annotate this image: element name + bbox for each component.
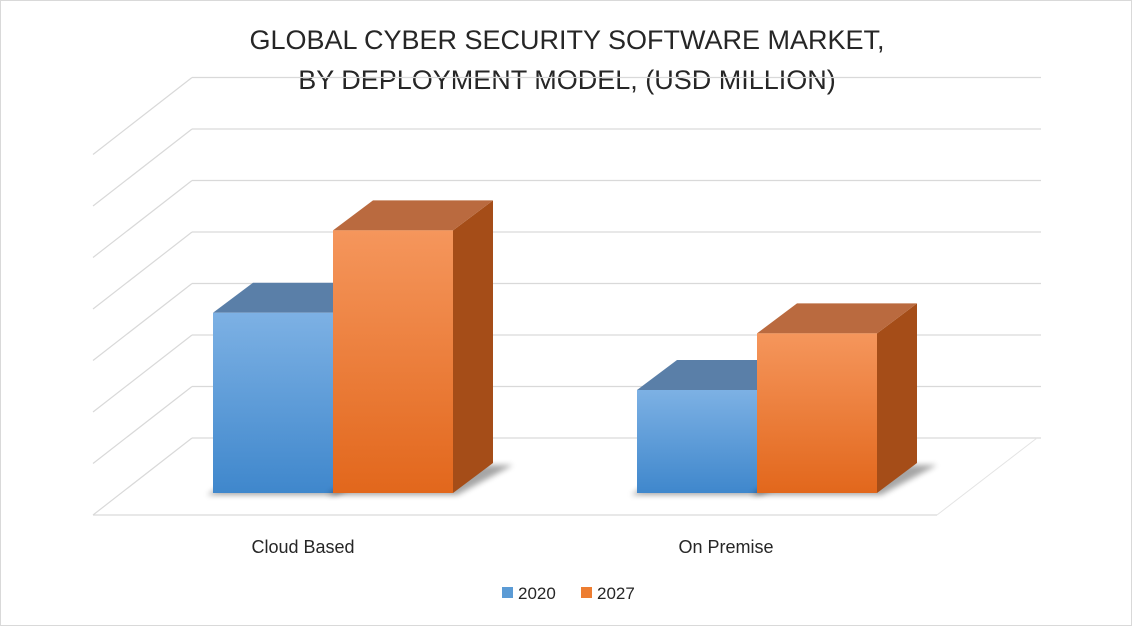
bar-front-cloud-based-2020 — [213, 312, 333, 493]
legend-label-2020: 2020 — [518, 584, 556, 603]
gridline-side-4 — [92, 231, 193, 310]
gridline-side-6 — [92, 128, 193, 207]
category-axis-labels: Cloud Based On Premise — [251, 537, 773, 557]
gridline-side-7 — [92, 77, 193, 155]
legend-label-2027: 2027 — [597, 584, 635, 603]
chart-title: GLOBAL CYBER SECURITY SOFTWARE MARKET, B… — [249, 25, 884, 95]
gridline-side-3 — [92, 283, 193, 361]
bar-side-on-premise-2027 — [877, 303, 917, 493]
legend-swatch-2027 — [581, 587, 592, 598]
bar-top-cloud-based-2027 — [333, 200, 493, 231]
bar-front-on-premise-2027 — [757, 333, 877, 493]
bar-side-cloud-based-2027 — [453, 200, 493, 493]
bar-front-cloud-based-2027 — [333, 230, 453, 493]
chart-title-line-1: GLOBAL CYBER SECURITY SOFTWARE MARKET, — [249, 25, 884, 55]
bar-top-on-premise-2027 — [757, 303, 917, 334]
gridline-side-2 — [92, 334, 193, 413]
floor-right-edge — [936, 437, 1038, 516]
category-label-cloud-based: Cloud Based — [251, 537, 354, 557]
gridlines — [92, 76, 1041, 516]
bars — [207, 200, 937, 495]
category-label-on-premise: On Premise — [678, 537, 773, 557]
gridline-side-0 — [92, 437, 193, 516]
legend: 2020 2027 — [502, 584, 635, 603]
bar-front-on-premise-2020 — [637, 390, 757, 493]
chart-title-line-2: BY DEPLOYMENT MODEL, (USD MILLION) — [298, 65, 836, 95]
gridline-side-1 — [92, 386, 193, 464]
gridline-side-5 — [92, 180, 193, 258]
legend-swatch-2020 — [502, 587, 513, 598]
